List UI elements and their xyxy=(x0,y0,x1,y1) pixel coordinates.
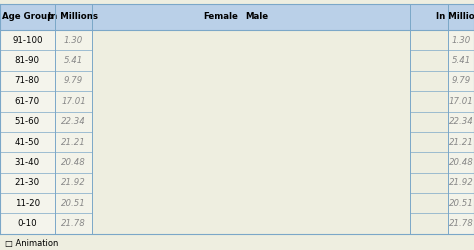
Text: 20.48: 20.48 xyxy=(61,158,86,167)
Text: 51-60: 51-60 xyxy=(15,117,40,126)
Text: 17.01: 17.01 xyxy=(448,97,474,106)
Text: 5.41: 5.41 xyxy=(451,56,471,65)
Text: 21.78: 21.78 xyxy=(448,219,474,228)
Text: 21.21: 21.21 xyxy=(448,138,474,146)
Bar xyxy=(109,113,251,130)
Text: 21.92: 21.92 xyxy=(448,178,474,187)
Text: 9.79: 9.79 xyxy=(64,76,83,86)
Text: 21.78: 21.78 xyxy=(61,219,86,228)
Bar xyxy=(251,134,386,150)
Text: 9.79: 9.79 xyxy=(451,76,471,86)
Text: 61-70: 61-70 xyxy=(15,97,40,106)
Bar xyxy=(251,195,382,212)
Bar xyxy=(112,174,251,191)
Text: Female: Female xyxy=(204,12,238,22)
Text: 21.21: 21.21 xyxy=(61,138,86,146)
Text: 20.51: 20.51 xyxy=(448,199,474,208)
Bar xyxy=(251,72,313,89)
Text: 91-100: 91-100 xyxy=(12,36,43,45)
Bar xyxy=(189,72,251,89)
Text: 17.01: 17.01 xyxy=(61,97,86,106)
Bar xyxy=(251,93,359,110)
Bar xyxy=(217,52,251,69)
Text: 21-30: 21-30 xyxy=(15,178,40,187)
Text: 22.34: 22.34 xyxy=(448,117,474,126)
Bar xyxy=(251,154,381,171)
Text: Age Group: Age Group xyxy=(1,12,53,22)
Text: 5.41: 5.41 xyxy=(64,56,83,65)
Text: 1.30: 1.30 xyxy=(64,36,83,45)
Bar xyxy=(251,174,391,191)
Text: 22.34: 22.34 xyxy=(61,117,86,126)
Bar xyxy=(113,215,251,232)
Bar xyxy=(143,93,251,110)
Bar xyxy=(121,195,251,212)
Text: Male: Male xyxy=(245,12,268,22)
Text: 20.48: 20.48 xyxy=(448,158,474,167)
Bar xyxy=(243,32,251,48)
Text: In Millions: In Millions xyxy=(436,12,474,22)
Text: 11-20: 11-20 xyxy=(15,199,40,208)
Bar xyxy=(251,113,393,130)
Text: 31-40: 31-40 xyxy=(15,158,40,167)
Text: 71-80: 71-80 xyxy=(15,76,40,86)
Text: □ Animation: □ Animation xyxy=(5,239,58,248)
Text: 1.30: 1.30 xyxy=(451,36,471,45)
Bar xyxy=(251,52,285,69)
Text: In Millions: In Millions xyxy=(48,12,99,22)
Text: 20.51: 20.51 xyxy=(61,199,86,208)
Text: 0-10: 0-10 xyxy=(18,219,37,228)
Bar xyxy=(251,32,259,48)
Bar xyxy=(251,215,390,232)
Bar xyxy=(121,154,251,171)
Bar xyxy=(117,134,251,150)
Text: 21.92: 21.92 xyxy=(61,178,86,187)
Text: 81-90: 81-90 xyxy=(15,56,40,65)
Text: 41-50: 41-50 xyxy=(15,138,40,146)
